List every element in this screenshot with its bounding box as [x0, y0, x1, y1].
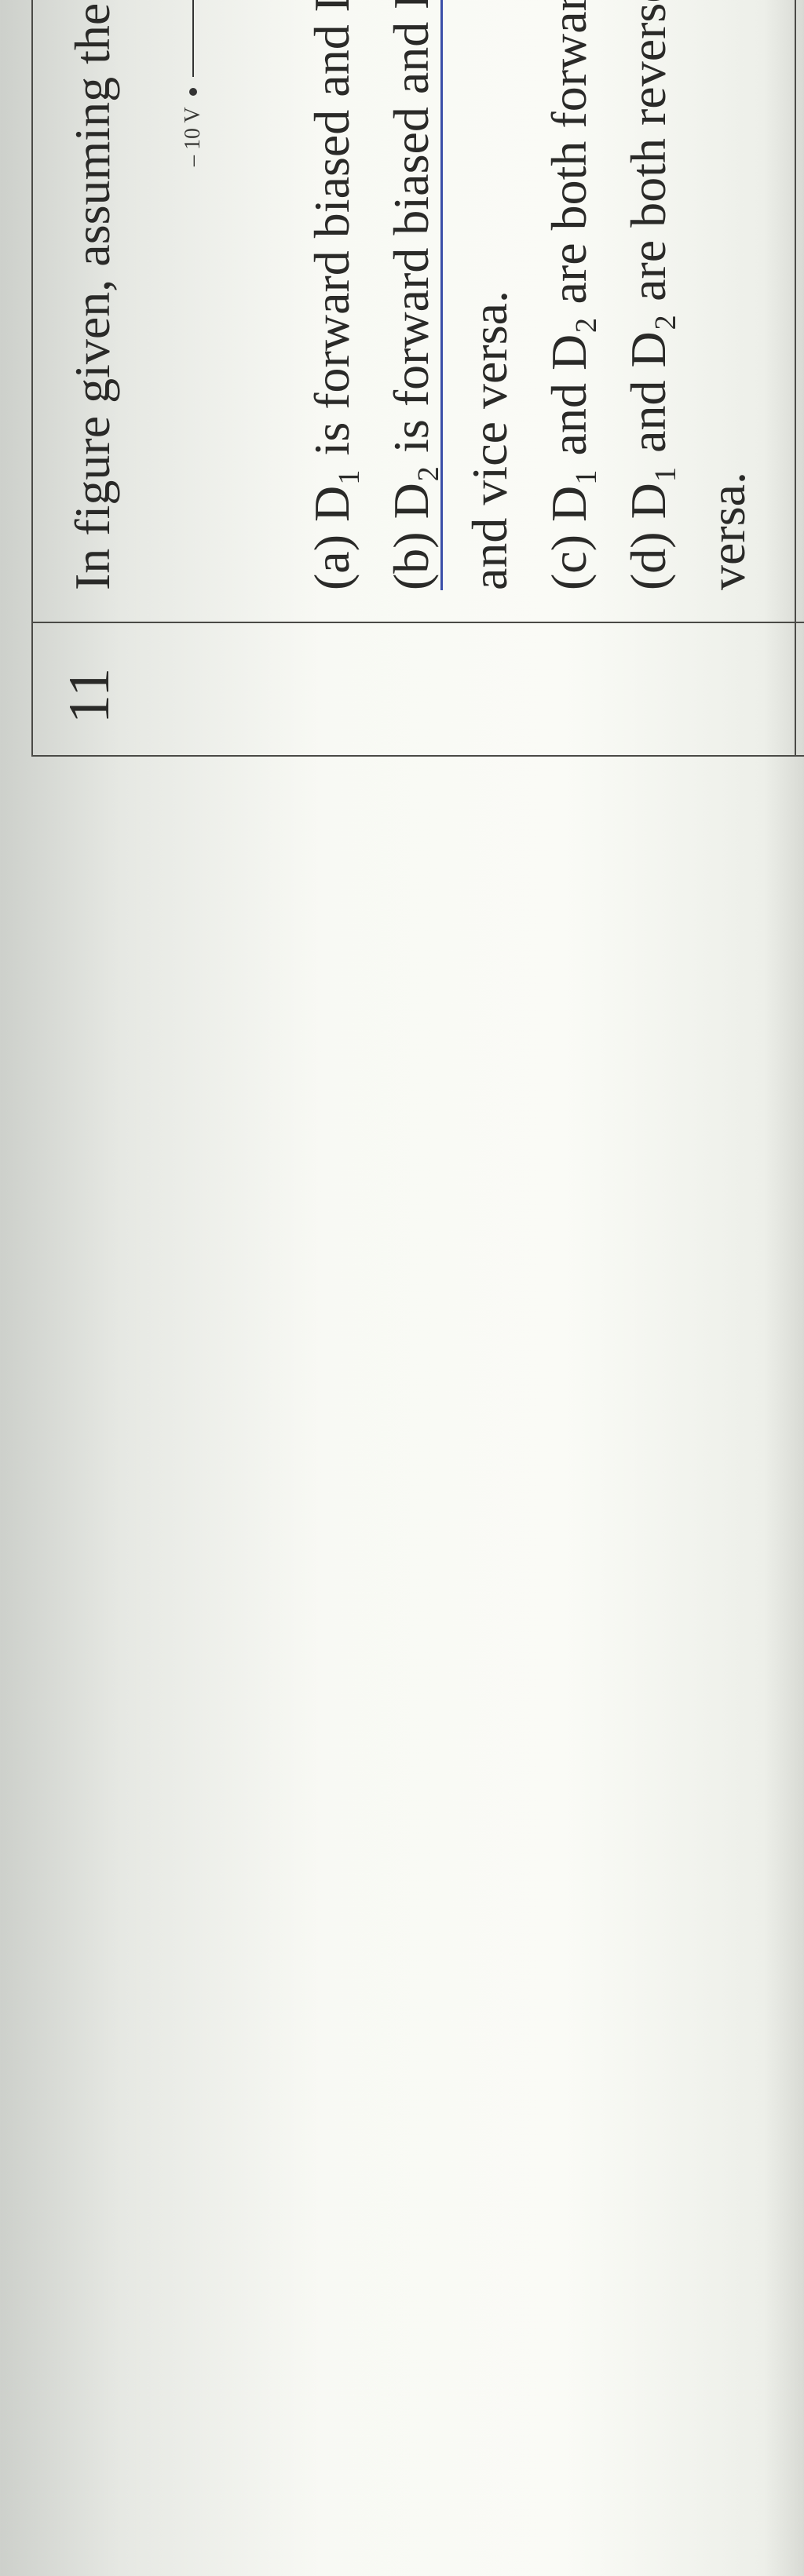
question-stem: In figure given, assuming the diodes to … [57, 0, 130, 590]
option-d: (d) D₁ and D₂ are both reverse biased an… [612, 0, 685, 590]
question-content-cell: In figure given, assuming the diodes to … [32, 0, 795, 622]
options-block: (a) D₁ is forward biased and D₂ is rever… [296, 0, 765, 590]
option-a: (a) D₁ is forward biased and D₂ is rever… [296, 0, 369, 590]
next-question-content-cell [795, 0, 804, 622]
question-table: 11 In figure given, assuming the diodes … [31, 0, 804, 757]
circuit-diagram: – 10 V A R [144, 0, 277, 166]
question-number-cell: 11 [32, 622, 795, 756]
option-d-continuation: versa. [692, 0, 765, 590]
option-b-continuation: and vice versa. [454, 0, 527, 590]
next-question-number-cell [795, 622, 804, 756]
wire-segment [192, 0, 194, 77]
source-label: – 10 V [177, 107, 210, 166]
source-terminal-dot [189, 88, 197, 96]
option-c: (c) D₁ and D₂ are both forward biased an… [533, 0, 606, 590]
option-b: (b) D₂ is forward biased and D₁ is rever… [375, 0, 448, 590]
option-b-underlined: (b) D₂ is forward biased and D₁ is rever… [383, 0, 443, 590]
question-number: 11 [57, 668, 122, 724]
circuit-top-rail: – 10 V A R [166, 0, 221, 166]
